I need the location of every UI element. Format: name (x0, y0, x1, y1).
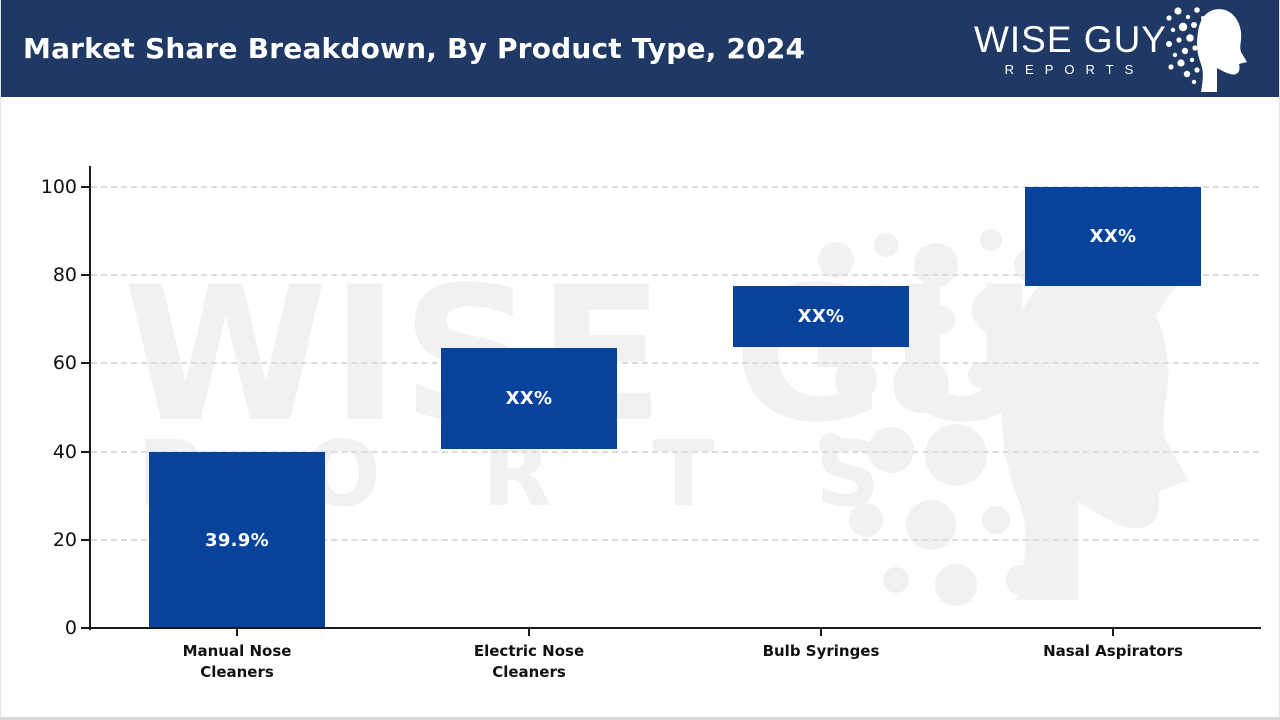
y-tick-label: 20 (52, 528, 77, 551)
y-tick-label: 40 (52, 440, 77, 463)
y-tick-label: 0 (64, 617, 77, 639)
x-tick-mark-manual-nose-cleaners (236, 629, 238, 636)
x-axis-line (89, 627, 1261, 629)
x-tick-mark-electric-nose-cleaners (528, 629, 530, 636)
gridline-60 (91, 362, 1259, 365)
y-tick-label: 80 (52, 264, 77, 287)
page-title: Market Share Breakdown, By Product Type,… (23, 32, 806, 65)
bar-value-label-bulb-syringes: XX% (797, 306, 845, 328)
x-tick-mark-nasal-aspirators (1112, 629, 1114, 636)
logo-wordmark: WISE GUY REPORTS (974, 21, 1167, 77)
y-tick-mark-40 (81, 450, 89, 453)
y-tick-label: 100 (40, 176, 77, 199)
bar-manual-nose-cleaners: 39.9% (149, 452, 325, 628)
y-tick-mark-0 (81, 627, 89, 629)
y-tick-mark-100 (81, 186, 89, 189)
bar-value-label-manual-nose-cleaners: 39.9% (205, 529, 269, 551)
y-tick-mark-20 (81, 538, 89, 541)
y-tick-mark-80 (81, 274, 89, 277)
gridline-40 (91, 450, 1259, 453)
x-axis-label-electric-nose-cleaners: Electric Nose Cleaners (473, 642, 585, 681)
gridline-20 (91, 538, 1259, 541)
bar-nasal-aspirators: XX% (1025, 187, 1201, 286)
x-axis-label-nasal-aspirators: Nasal Aspirators (1043, 642, 1183, 660)
brand-logo: WISE GUY REPORTS (974, 2, 1253, 96)
logo-wordmark-main: WISE GUY (973, 18, 1167, 60)
y-tick-mark-60 (81, 362, 89, 365)
x-axis-label-bulb-syringes: Bulb Syringes (762, 642, 880, 660)
y-tick-label: 60 (52, 352, 77, 375)
bar-value-label-nasal-aspirators: XX% (1089, 226, 1137, 248)
gridline-100 (91, 186, 1259, 189)
y-axis-line (89, 166, 91, 630)
x-tick-mark-bulb-syringes (820, 629, 822, 636)
logo-wordmark-sub: REPORTS (1004, 61, 1145, 77)
x-axis-label-manual-nose-cleaners: Manual Nose Cleaners (182, 642, 292, 681)
gridline-80 (91, 274, 1259, 277)
bar-electric-nose-cleaners: XX% (441, 348, 617, 449)
header-bar: Market Share Breakdown, By Product Type,… (1, 0, 1279, 97)
logo-face-icon (1166, 6, 1247, 92)
bar-value-label-electric-nose-cleaners: XX% (505, 388, 553, 410)
bar-bulb-syringes: XX% (733, 285, 909, 348)
